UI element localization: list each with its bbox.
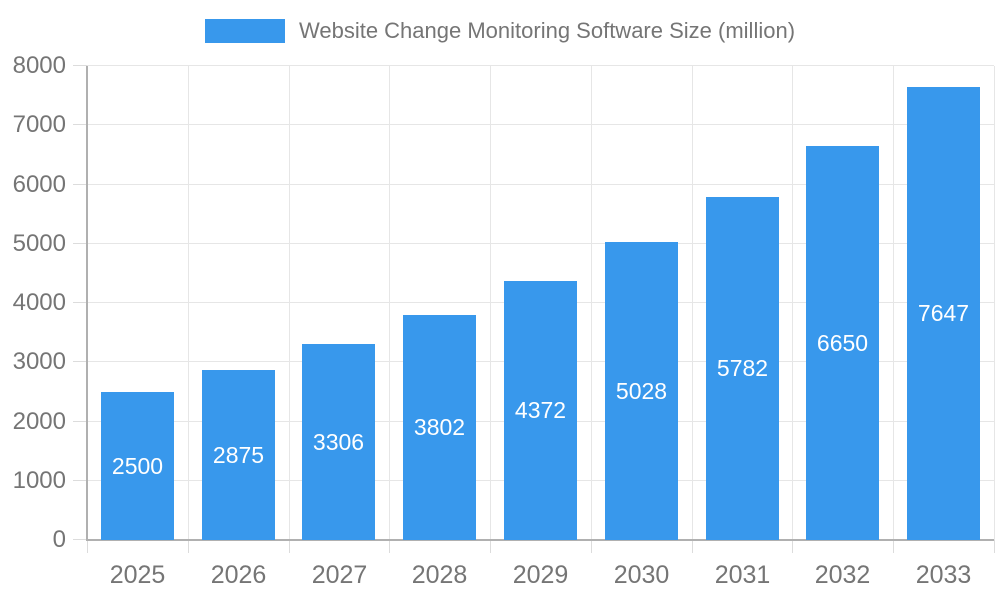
gridline-vertical bbox=[994, 66, 995, 540]
gridline-vertical bbox=[490, 66, 491, 540]
bar bbox=[202, 370, 275, 540]
y-axis-label: 2000 bbox=[12, 408, 66, 435]
gridline-vertical bbox=[289, 66, 290, 540]
y-axis-line bbox=[86, 66, 88, 541]
bar bbox=[605, 242, 678, 540]
y-axis-tick bbox=[73, 421, 87, 422]
x-axis-label: 2026 bbox=[210, 561, 267, 589]
bar-value-label: 6650 bbox=[816, 329, 869, 356]
y-axis-label: 4000 bbox=[12, 289, 66, 316]
y-axis-tick bbox=[73, 124, 87, 125]
x-axis-tick bbox=[893, 540, 894, 553]
bar bbox=[706, 197, 779, 540]
y-axis-label: 6000 bbox=[12, 171, 66, 198]
x-axis-label: 2033 bbox=[915, 561, 972, 589]
y-axis-tick bbox=[73, 65, 87, 66]
gridline-vertical bbox=[188, 66, 189, 540]
y-axis-label: 1000 bbox=[12, 467, 66, 494]
gridline-vertical bbox=[389, 66, 390, 540]
gridline-horizontal bbox=[87, 184, 994, 185]
bar bbox=[101, 392, 174, 540]
x-axis-label: 2025 bbox=[109, 561, 166, 589]
x-axis-label: 2029 bbox=[512, 561, 569, 589]
x-axis-label: 2030 bbox=[613, 561, 670, 589]
bar-value-label: 2875 bbox=[212, 441, 265, 468]
gridline-vertical bbox=[792, 66, 793, 540]
y-axis-tick bbox=[73, 184, 87, 185]
x-axis-label: 2031 bbox=[714, 561, 771, 589]
x-axis-tick bbox=[692, 540, 693, 553]
gridline-vertical bbox=[692, 66, 693, 540]
x-axis-line bbox=[86, 539, 994, 541]
y-axis-tick bbox=[73, 480, 87, 481]
x-axis-tick bbox=[289, 540, 290, 553]
bar-value-label: 4372 bbox=[514, 397, 567, 423]
bar-value-label: 2500 bbox=[111, 452, 164, 479]
bar-value-label: 3802 bbox=[413, 414, 466, 440]
x-axis-tick bbox=[188, 540, 189, 553]
x-axis-tick bbox=[591, 540, 592, 553]
bar bbox=[907, 87, 980, 540]
x-axis-label: 2027 bbox=[311, 561, 368, 589]
x-axis-tick bbox=[792, 540, 793, 553]
x-axis-label: 2028 bbox=[411, 561, 468, 589]
y-axis-label: 3000 bbox=[12, 348, 66, 375]
y-axis-label: 7000 bbox=[12, 111, 66, 138]
bar bbox=[504, 281, 577, 540]
gridline-horizontal bbox=[87, 124, 994, 125]
y-axis-label: 8000 bbox=[12, 52, 66, 79]
gridline-vertical bbox=[893, 66, 894, 540]
y-axis-tick bbox=[73, 243, 87, 244]
bar-value-label: 5782 bbox=[716, 355, 769, 381]
y-axis-tick bbox=[73, 539, 87, 540]
legend: Website Change Monitoring Software Size … bbox=[0, 19, 1000, 43]
y-axis-tick bbox=[73, 361, 87, 362]
x-axis-tick bbox=[87, 540, 88, 553]
y-axis-label: 0 bbox=[52, 526, 66, 553]
x-axis-tick bbox=[994, 540, 995, 553]
y-axis-label: 5000 bbox=[12, 230, 66, 257]
bar bbox=[302, 344, 375, 540]
x-axis-tick bbox=[389, 540, 390, 553]
x-axis-label: 2032 bbox=[814, 561, 871, 589]
bar-value-label: 5028 bbox=[615, 377, 668, 404]
x-axis-tick bbox=[490, 540, 491, 553]
bar-value-label: 7647 bbox=[917, 300, 970, 326]
bar bbox=[806, 146, 879, 540]
bar-value-label: 3306 bbox=[312, 428, 365, 455]
gridline-vertical bbox=[591, 66, 592, 540]
gridline-horizontal bbox=[87, 243, 994, 244]
gridline-horizontal bbox=[87, 65, 994, 66]
legend-title: Website Change Monitoring Software Size … bbox=[298, 18, 796, 43]
bar bbox=[403, 315, 476, 540]
y-axis-tick bbox=[73, 302, 87, 303]
legend-swatch bbox=[204, 19, 285, 43]
